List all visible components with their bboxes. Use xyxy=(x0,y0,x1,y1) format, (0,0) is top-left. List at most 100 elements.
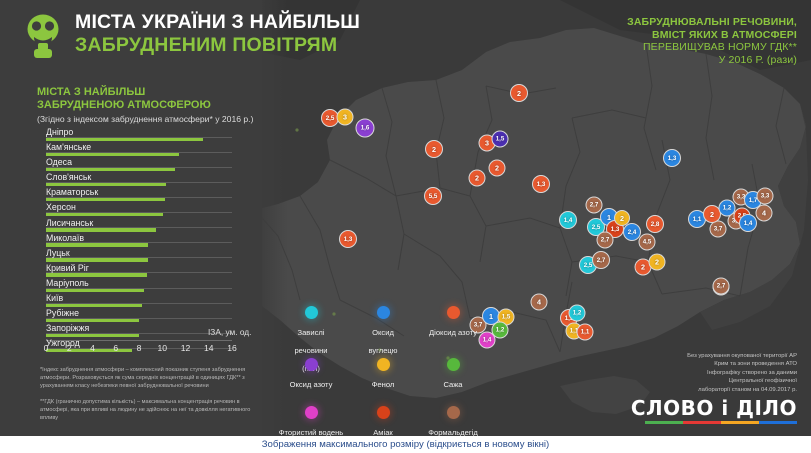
chart-row: Лисичанськ xyxy=(46,218,232,234)
footer-note-line2: Крим та зони проведення АТО xyxy=(714,361,797,368)
chart-row-baseline xyxy=(46,136,232,138)
map-pollutant-bubble: 1,1 xyxy=(576,323,594,341)
legend-label: Сажа xyxy=(443,380,463,389)
map-pollutant-bubble: 3 xyxy=(336,108,354,126)
chart-row-baseline xyxy=(46,196,232,198)
chart-bar xyxy=(46,137,203,141)
map-pollutant-bubble: 2 xyxy=(425,140,443,158)
chart-row: Херсон xyxy=(46,203,232,218)
right-title-line1: ЗАБРУДНЮВАЛЬНІ РЕЧОВИНИ, xyxy=(627,16,797,28)
chart-x-tick: 0 xyxy=(43,343,49,353)
map-pollutant-bubble: 1,4 xyxy=(739,214,757,232)
chart-category-label: Слов'янськ xyxy=(46,172,92,183)
chart-row-baseline xyxy=(46,287,232,289)
image-caption[interactable]: Зображення максимального розміру (відкри… xyxy=(0,436,811,453)
chart-row: Рубіжне xyxy=(46,309,232,324)
map-pollutant-bubble: 1,2 xyxy=(491,321,509,339)
chart-row: Одеса xyxy=(46,158,232,173)
caption-text: Зображення максимального розміру (відкри… xyxy=(261,439,550,450)
chart-title: МІСТА З НАЙБІЛЬШ ЗАБРУДНЕНОЮ АТМОСФЕРОЮ xyxy=(37,86,211,112)
map-pollutant-bubble: 2,7 xyxy=(592,251,610,269)
map-pollutant-bubble: 1,4 xyxy=(478,331,496,349)
legend-item: Фенол xyxy=(344,358,422,392)
chart-x-tick: 8 xyxy=(136,343,142,353)
map-pollutant-bubble: 4 xyxy=(755,204,773,222)
map-pollutant-bubble: 1,3 xyxy=(532,175,550,193)
chart-row: Ужгород xyxy=(46,339,232,354)
chart-axis-unit-label: ІЗА, ум. од. xyxy=(208,327,252,337)
pollutant-legend: Зависліречовини(пил)ОксидвуглецюДіоксид … xyxy=(268,306,478,436)
map-pollutant-bubble: 1,3 xyxy=(339,230,357,248)
chart-bar xyxy=(46,348,133,353)
map-pollutant-bubble: 1,5 xyxy=(491,130,509,148)
chart-category-label: Луцьк xyxy=(46,247,70,258)
logo-bar-segment xyxy=(645,421,683,425)
chart-category-label: Дніпро xyxy=(46,127,74,137)
legend-item: Формальдегід xyxy=(414,406,492,436)
chart-category-label: Миколаїв xyxy=(46,232,85,243)
right-title-line3: ПЕРЕВИЩУВАВ НОРМУ ГДК** xyxy=(642,41,797,54)
chart-bar xyxy=(46,288,144,292)
chart-bar xyxy=(46,167,176,172)
chart-category-label: Київ xyxy=(46,293,64,304)
map-pollutant-bubble: 5,5 xyxy=(424,187,442,205)
map-pollutant-bubble: 2 xyxy=(510,84,528,102)
header-title-line2: ЗАБРУДНЕНИМ ПОВІТРЯМ xyxy=(75,34,338,56)
chart-row-baseline xyxy=(46,257,232,259)
map-pollutant-bubble: 3 xyxy=(478,134,496,152)
logo-color-bars xyxy=(645,421,797,425)
legend-item: Аміак xyxy=(344,406,422,436)
legend-label: Фтористий водень xyxy=(278,428,344,436)
chart-row: Миколаїв xyxy=(46,232,232,249)
chart-category-label: Кривий Ріг xyxy=(46,262,89,273)
legend-label: Оксид вуглецю xyxy=(368,328,398,355)
map-pollutant-bubble: 1,3 xyxy=(663,149,681,167)
map-pollutant-bubble: 2 xyxy=(614,210,630,226)
chart-row: Маріуполь xyxy=(46,277,232,294)
legend-color-dot xyxy=(446,406,460,419)
chart-row-baseline xyxy=(46,272,232,274)
legend-label: Аміак xyxy=(373,428,393,436)
chart-category-label: Одеса xyxy=(46,157,72,168)
chart-row-baseline xyxy=(46,151,232,153)
map-pollutant-bubble: 2,7 xyxy=(596,231,614,249)
map-pollutant-bubble: 1,2 xyxy=(718,199,736,217)
map-pollutant-bubble: 1,1 xyxy=(688,210,706,228)
chart-row: Луцьк xyxy=(46,247,232,264)
legend-color-dot xyxy=(446,306,460,319)
chart-bar xyxy=(46,303,143,308)
chart-title-line1: МІСТА З НАЙБІЛЬШ xyxy=(37,86,146,98)
chart-row: Запоріжжя xyxy=(46,324,232,339)
legend-color-dot xyxy=(376,406,390,419)
chart-category-label: Запоріжжя xyxy=(46,323,90,334)
chart-row-baseline xyxy=(46,332,232,334)
legend-color-dot xyxy=(446,358,460,371)
legend-item: Фтористий водень xyxy=(272,406,350,436)
chart-row: Слов'янськ xyxy=(46,173,232,188)
chart-row: Київ xyxy=(46,294,232,309)
slovo-i-dilo-logo[interactable]: СЛОВО і ДІЛО xyxy=(630,396,797,425)
chart-row-baseline xyxy=(46,212,232,214)
map-pollutant-bubble: 3,3 xyxy=(756,187,774,205)
chart-bar xyxy=(46,333,139,338)
pollution-index-bar-chart: Дніпро Кам'янське Одеса Слов'янськ Краматорс… xyxy=(46,127,232,353)
chart-row-baseline xyxy=(46,181,232,183)
chart-row-baseline xyxy=(46,166,232,168)
header: МІСТА УКРАЇНИ З НАЙБІЛЬШ ЗАБРУДНЕНИМ ПОВ… xyxy=(20,8,360,60)
legend-item: Оксид азоту xyxy=(272,358,350,392)
logo-bar-segment xyxy=(759,421,797,425)
chart-x-tick: 16 xyxy=(227,343,237,353)
map-pollutant-bubble: 2,7 xyxy=(712,277,730,295)
legend-color-dot xyxy=(304,306,318,319)
map-pollutant-bubble: 4 xyxy=(530,293,548,311)
chart-row: Кам'янське xyxy=(46,143,232,158)
map-pollutant-bubble: 1,6 xyxy=(355,118,375,138)
map-pollutant-bubble: 3,7 xyxy=(709,220,727,238)
logo-text: СЛОВО і ДІЛО xyxy=(630,396,797,420)
chart-row-baseline xyxy=(46,347,232,349)
header-right-title: ЗАБРУДНЮВАЛЬНІ РЕЧОВИНИ, ВМІСТ ЯКИХ В АТ… xyxy=(547,16,797,66)
chart-bar xyxy=(46,182,166,187)
map-pollutant-bubble: 2,8 xyxy=(646,215,664,233)
footer-note-line1: Без урахування окупованої території АР xyxy=(687,353,797,359)
chart-category-label: Маріуполь xyxy=(46,277,89,288)
